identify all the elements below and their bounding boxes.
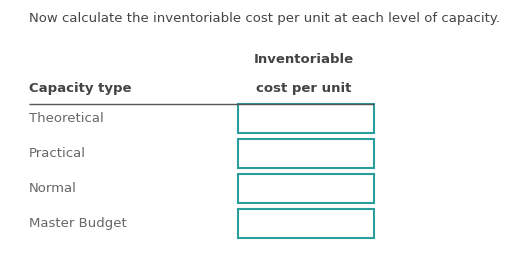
Text: Practical: Practical [29, 147, 86, 160]
Text: Master Budget: Master Budget [29, 217, 127, 230]
Text: Inventoriable: Inventoriable [253, 53, 354, 66]
Text: Now calculate the inventoriable cost per unit at each level of capacity.: Now calculate the inventoriable cost per… [29, 12, 500, 25]
FancyBboxPatch shape [238, 104, 374, 133]
FancyBboxPatch shape [238, 209, 374, 238]
Text: Normal: Normal [29, 182, 77, 195]
Text: Theoretical: Theoretical [29, 112, 104, 125]
Text: cost per unit: cost per unit [256, 82, 351, 95]
Text: Capacity type: Capacity type [29, 82, 131, 95]
FancyBboxPatch shape [238, 139, 374, 168]
FancyBboxPatch shape [238, 174, 374, 203]
